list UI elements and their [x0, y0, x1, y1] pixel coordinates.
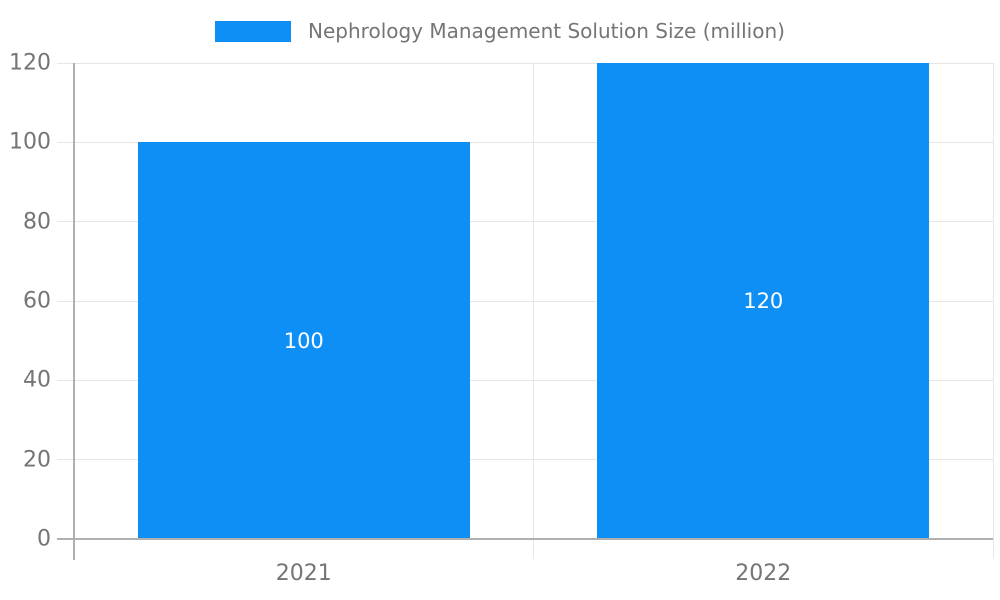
y-tick-label: 100 — [9, 129, 51, 155]
bar-2022: 120 — [597, 63, 930, 539]
y-tick-label: 60 — [23, 288, 51, 314]
x-axis-category-labels: 2021 2022 — [74, 561, 993, 591]
y-tick-label: 0 — [37, 526, 51, 552]
bar-value-label: 120 — [743, 289, 784, 313]
category-boundary-line — [533, 63, 534, 559]
legend-label: Nephrology Management Solution Size (mil… — [308, 19, 785, 43]
x-category-label: 2021 — [275, 561, 332, 586]
gridline — [57, 221, 993, 223]
y-tick-label: 40 — [23, 367, 51, 393]
gridline — [57, 62, 993, 64]
y-axis-line — [73, 63, 75, 560]
gridline — [57, 141, 993, 143]
x-category-label: 2022 — [735, 561, 792, 586]
bar-2021: 100 — [137, 142, 470, 539]
legend-swatch — [215, 20, 292, 42]
gridline — [57, 459, 993, 461]
y-tick-label: 120 — [9, 50, 51, 76]
y-axis-tick-labels: 0 20 40 60 80 100 120 — [0, 51, 51, 552]
gridline — [57, 300, 993, 302]
plot-area: 100 120 — [57, 62, 994, 560]
category-boundary-line — [992, 63, 994, 559]
x-axis-baseline — [57, 538, 993, 540]
legend: Nephrology Management Solution Size (mil… — [0, 17, 1000, 45]
y-tick-label: 20 — [23, 447, 51, 473]
bar-value-label: 100 — [283, 328, 324, 353]
gridline — [57, 379, 993, 381]
y-tick-label: 80 — [23, 209, 51, 235]
